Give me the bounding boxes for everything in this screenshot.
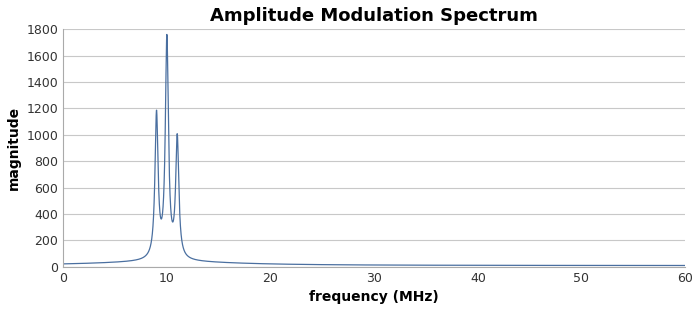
Title: Amplitude Modulation Spectrum: Amplitude Modulation Spectrum	[210, 7, 538, 25]
Y-axis label: magnitude: magnitude	[7, 106, 21, 190]
X-axis label: frequency (MHz): frequency (MHz)	[309, 290, 439, 304]
